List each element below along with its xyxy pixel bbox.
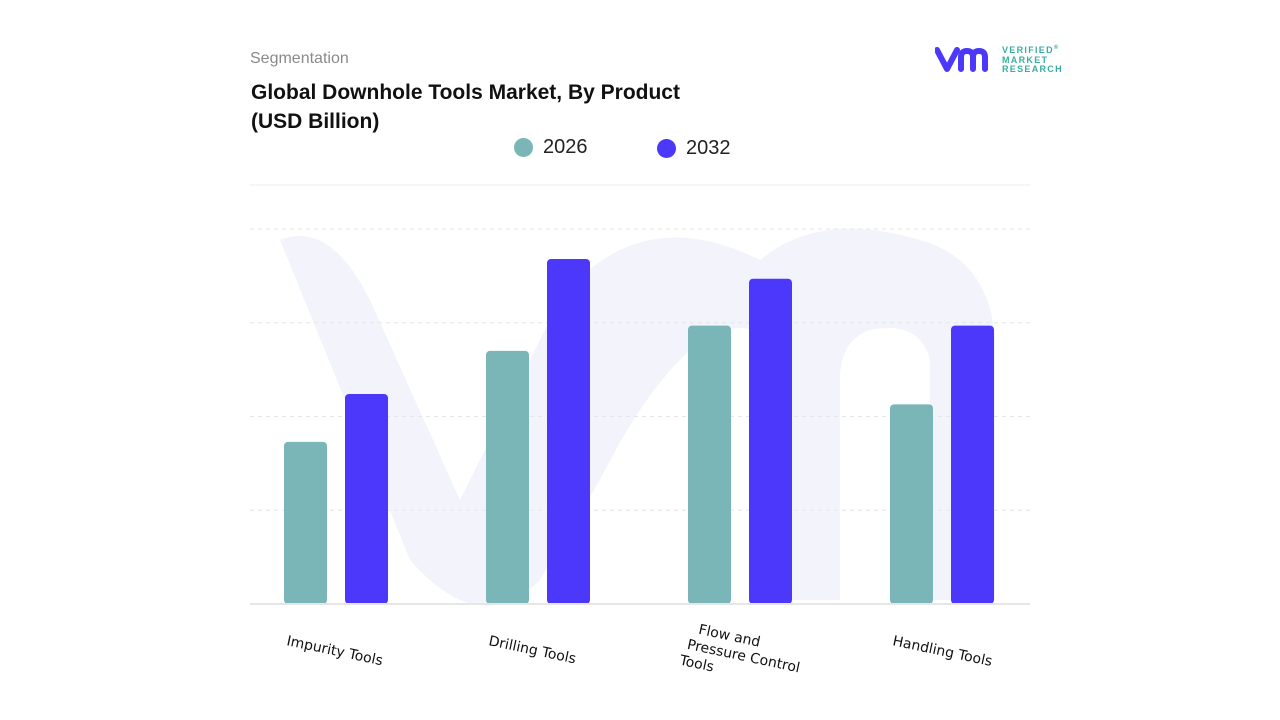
x-tick-label: Flow andPressure ControlTools: [677, 619, 805, 693]
title-line-1: Global Downhole Tools Market, By Product: [251, 81, 680, 104]
logo-text-3: RESEARCH: [1002, 64, 1063, 74]
watermark-logo: [280, 228, 995, 606]
logo-text-2: MARKET: [1002, 54, 1049, 65]
bar-2032-handling-tools: [951, 325, 994, 604]
legend-label-2032: 2032: [686, 137, 731, 159]
legend-swatch-2032: [657, 139, 676, 158]
bar-2026-handling-tools: [890, 404, 933, 604]
x-tick-label-line: Handling Tools: [891, 633, 993, 670]
x-tick-label-line: Tools: [677, 652, 715, 675]
vmr-logo-icon: [935, 47, 988, 73]
logo-text-1: VERIFIED: [1002, 45, 1054, 55]
bar-2032-impurity-tools: [345, 394, 388, 604]
vmr-logo: VERIFIED® MARKET RESEARCH: [935, 44, 1063, 75]
logo-registered: ®: [1053, 45, 1060, 51]
bar-2026-flow-and-pressure-control-tools: [688, 325, 731, 604]
title-line-2: (USD Billion): [251, 110, 380, 133]
bar-2026-drilling-tools: [486, 350, 529, 604]
x-tick-label-line: Drilling Tools: [487, 633, 577, 667]
legend-item-2026: 2026: [514, 136, 588, 159]
x-tick-label: Impurity Tools: [285, 633, 384, 669]
bar-2026-impurity-tools: [284, 441, 327, 604]
legend-label-2026: 2026: [543, 136, 588, 158]
bar-2032-drilling-tools: [547, 259, 590, 604]
chart-title: Global Downhole Tools Market, By Product…: [251, 78, 751, 136]
segment-label: Segmentation: [250, 50, 349, 67]
legend-swatch-2026: [514, 138, 533, 157]
x-tick-label: Handling Tools: [891, 633, 993, 670]
x-tick-label: Drilling Tools: [487, 633, 577, 667]
bar-2032-flow-and-pressure-control-tools: [749, 278, 792, 604]
x-tick-label-line: Impurity Tools: [285, 633, 384, 669]
legend-item-2032: 2032: [657, 137, 731, 160]
